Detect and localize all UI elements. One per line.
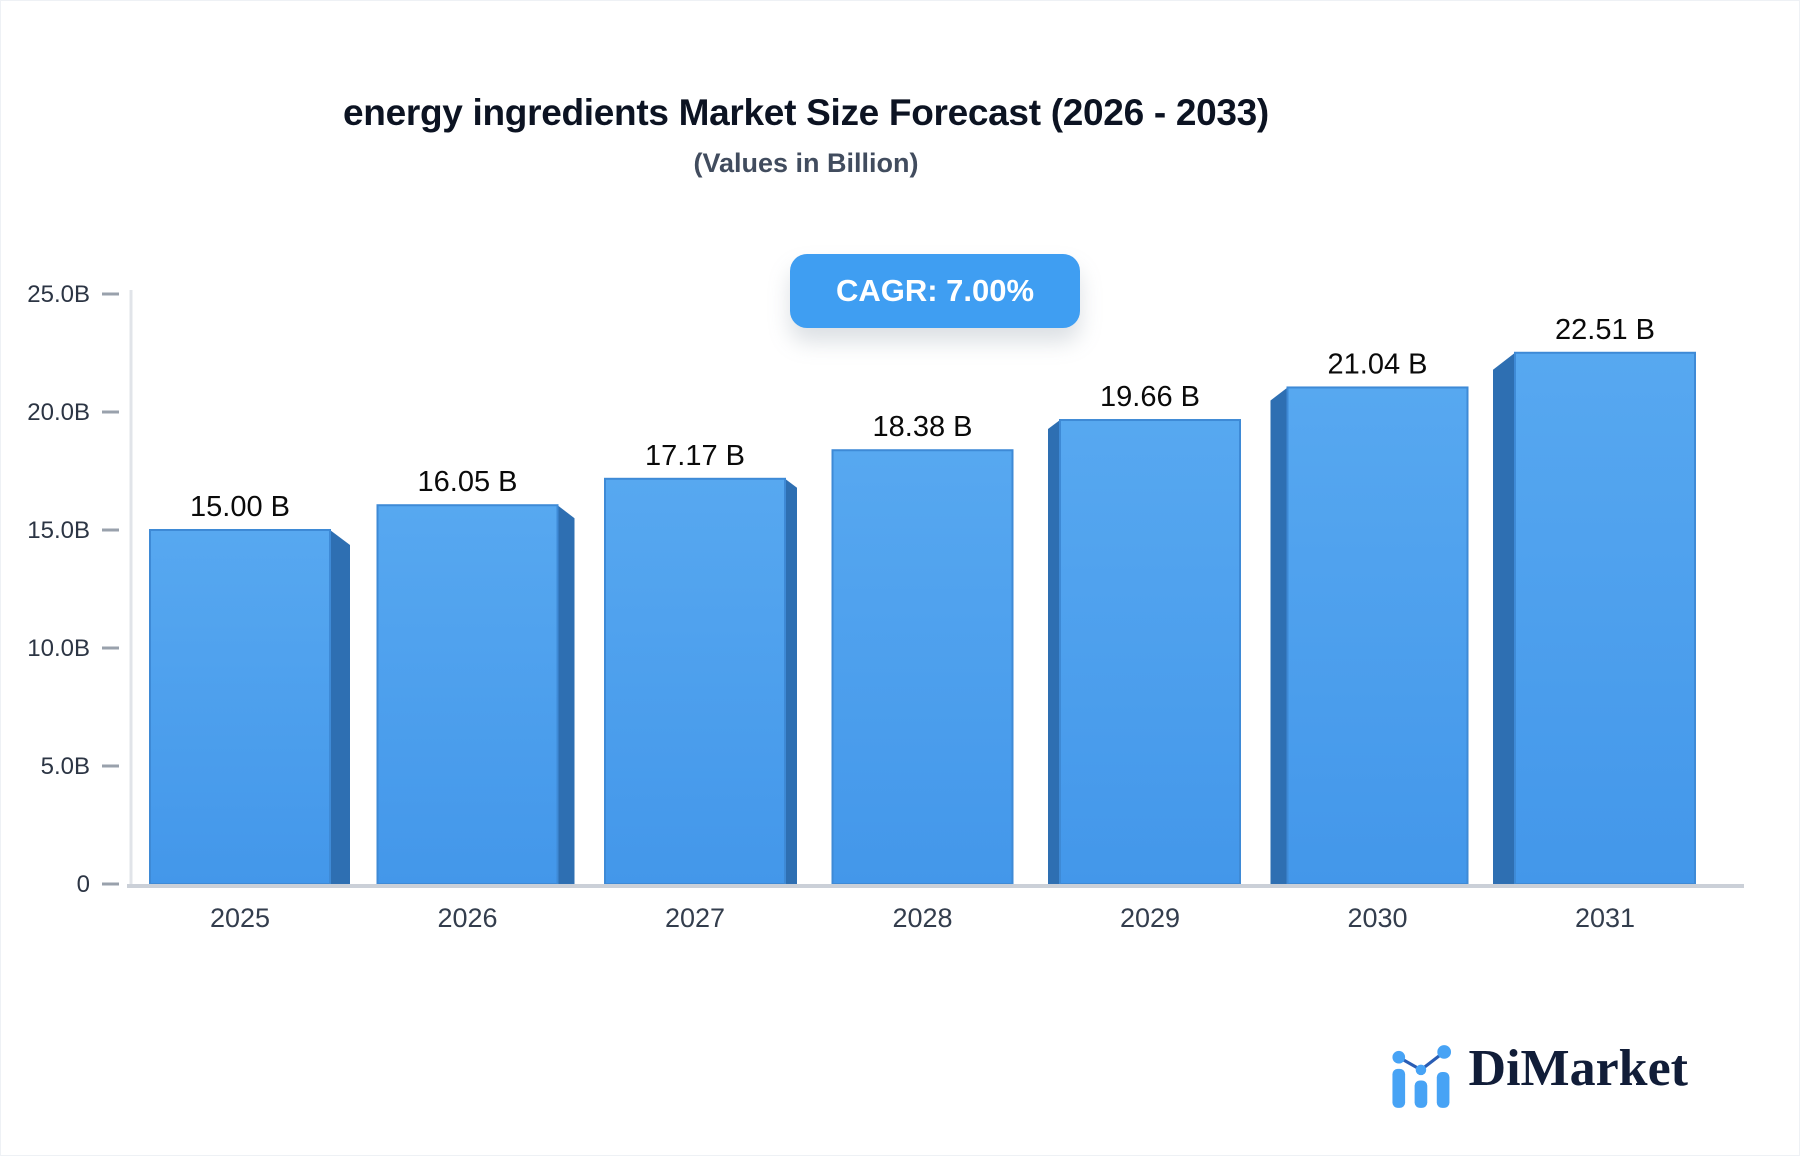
bar-face	[1514, 351, 1696, 886]
bar-face	[1286, 386, 1469, 885]
bar-face	[831, 449, 1014, 885]
bar-side	[1048, 420, 1060, 884]
x-category-label: 2031	[1575, 903, 1635, 933]
bar-side	[557, 505, 575, 884]
x-category-label: 2029	[1120, 903, 1180, 933]
y-tick-label: 10.0B	[27, 635, 90, 662]
bar-value-label: 21.04 B	[1328, 348, 1428, 380]
bar-side	[1493, 352, 1515, 884]
bar-value-label: 15.00 B	[190, 491, 290, 523]
bar-chart-logo-icon	[1391, 1045, 1451, 1108]
y-tick-label: 25.0B	[27, 281, 90, 308]
bar-face	[376, 504, 559, 885]
cagr-badge-label: CAGR: 7.00%	[835, 273, 1035, 308]
bar-value-label: 19.66 B	[1100, 381, 1200, 413]
x-category-label: 2027	[665, 903, 725, 933]
bar-value-label: 17.17 B	[645, 440, 745, 472]
bar-side	[330, 530, 350, 884]
bar-face	[604, 477, 786, 885]
bar-value-label: 18.38 B	[873, 411, 973, 443]
y-tick-label: 15.0B	[27, 517, 90, 544]
y-tick-label: 20.0B	[27, 399, 90, 426]
logo-text: DiMarket	[1468, 1040, 1688, 1097]
y-tick-label: 0	[77, 871, 90, 898]
page-subtitle: (Values in Billion)	[693, 148, 919, 178]
bar-value-label: 16.05 B	[418, 466, 518, 498]
bar-side	[785, 478, 797, 884]
bar-face	[1059, 419, 1241, 885]
x-category-label: 2025	[210, 903, 270, 933]
bar-face	[149, 529, 331, 885]
x-category-label: 2030	[1347, 903, 1407, 933]
y-tick-label: 5.0B	[41, 753, 90, 780]
bar-value-label: 22.51 B	[1555, 314, 1655, 346]
x-category-label: 2028	[892, 903, 952, 933]
cagr-badge: CAGR: 7.00%	[790, 254, 1080, 328]
dimarket-logo: DiMarket	[1389, 1032, 1688, 1112]
page-title: energy ingredients Market Size Forecast …	[343, 92, 1269, 133]
bar-side	[1270, 387, 1288, 884]
x-category-label: 2026	[437, 903, 497, 933]
